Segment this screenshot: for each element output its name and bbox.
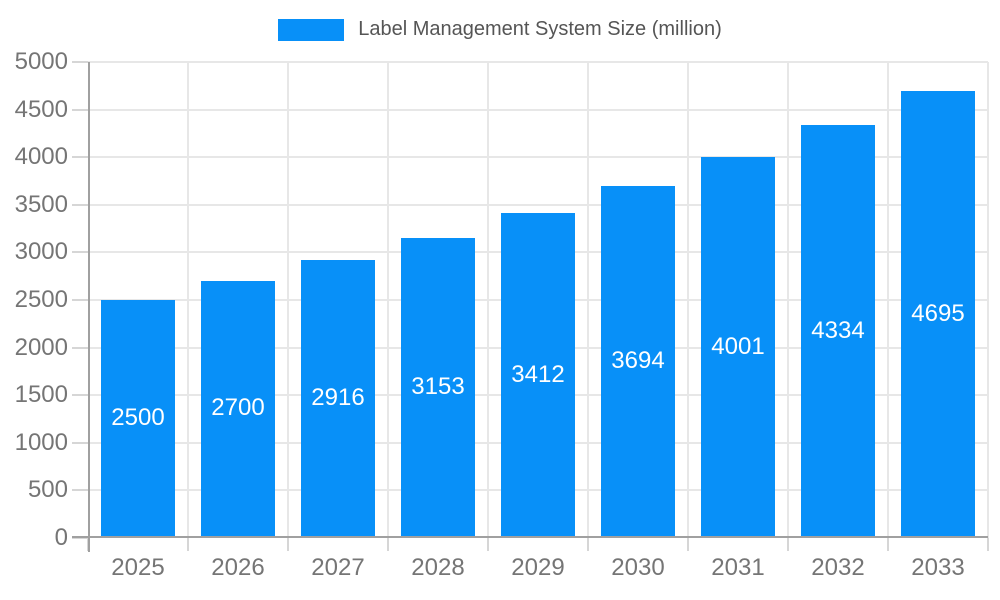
x-axis-tick-label: 2030: [611, 554, 665, 581]
x-axis-tick-label: 2029: [511, 554, 565, 581]
x-axis-tick: [187, 538, 189, 551]
bar-value-label: 2916: [311, 384, 365, 412]
bar-2025[interactable]: 2500: [101, 300, 175, 536]
legend-swatch: [278, 18, 345, 41]
bar-2026[interactable]: 2700: [201, 280, 275, 536]
bar-value-label: 3694: [611, 347, 665, 375]
bar-value-label: 3412: [511, 360, 565, 388]
y-axis-tick-label: 3000: [14, 238, 68, 266]
x-axis-tick: [287, 538, 289, 551]
y-axis-tick: [72, 299, 88, 301]
v-gridline: [687, 62, 689, 538]
x-axis-tick: [487, 538, 489, 551]
bar-2031[interactable]: 4001: [701, 157, 775, 536]
y-axis-tick: [72, 108, 88, 111]
y-axis-tick: [72, 156, 88, 159]
x-axis-tick: [387, 538, 389, 551]
y-axis-tick: [72, 61, 88, 63]
y-axis-tick-label: 1000: [14, 428, 68, 456]
v-gridline: [587, 62, 589, 538]
x-axis-tick-label: 2032: [811, 554, 865, 581]
y-axis-tick: [72, 251, 88, 254]
v-gridline: [787, 62, 789, 538]
bar-2032[interactable]: 4334: [801, 125, 875, 536]
bar-2033[interactable]: 4695: [901, 91, 975, 536]
bar-2030[interactable]: 3694: [601, 186, 675, 536]
h-gridline: [88, 156, 988, 159]
x-axis-tick-label: 2031: [711, 554, 765, 581]
x-axis-tick: [887, 538, 889, 551]
v-gridline: [987, 62, 989, 538]
x-axis-tick: [787, 538, 789, 551]
x-axis-tick: [587, 538, 589, 551]
bar-2029[interactable]: 3412: [501, 213, 575, 536]
v-gridline: [187, 62, 189, 538]
h-gridline: [88, 61, 988, 63]
x-axis-labels: 2025 2026 2027 2028 2029 2030 2031 2032 2033: [88, 556, 988, 586]
bar-value-label: 4695: [911, 299, 965, 327]
bar-2027[interactable]: 2916: [301, 260, 375, 536]
y-axis-tick: [72, 537, 88, 539]
x-axis-line: [72, 536, 988, 538]
v-gridline: [287, 62, 289, 538]
x-axis-tick: [687, 538, 689, 551]
v-gridline: [887, 62, 889, 538]
legend-label: Label Management System Size (million): [358, 18, 722, 40]
y-axis-labels: 0 500 1000 1500 2000 2500 3000 3500 4000 4500 5000: [0, 50, 68, 550]
y-axis-tick-label: 5000: [14, 48, 68, 75]
y-axis-tick: [72, 203, 88, 206]
y-axis-tick: [72, 394, 88, 397]
bar-value-label: 4001: [711, 332, 765, 360]
y-axis-line: [88, 62, 90, 552]
x-axis-tick-label: 2033: [911, 554, 965, 581]
h-gridline: [88, 108, 988, 111]
y-axis-tick-label: 2000: [14, 333, 68, 361]
x-axis-tick: [987, 538, 989, 551]
y-axis-tick: [72, 441, 88, 444]
y-axis-tick-label: 4000: [14, 143, 68, 171]
x-axis-tick-label: 2026: [211, 554, 265, 581]
bar-value-label: 3153: [411, 372, 465, 400]
bar-value-label: 2500: [111, 404, 165, 431]
legend[interactable]: Label Management System Size (million): [0, 18, 1000, 41]
y-axis-tick-label: 500: [27, 476, 68, 504]
y-axis-tick-label: 4500: [14, 95, 68, 123]
y-axis-tick-label: 1500: [14, 381, 68, 409]
y-axis-tick-label: 3500: [14, 190, 68, 218]
h-gridline: [88, 203, 988, 206]
y-axis-tick: [72, 489, 88, 492]
y-axis-tick-label: 0: [54, 524, 68, 551]
v-gridline: [487, 62, 489, 538]
x-axis-tick-label: 2028: [411, 554, 465, 581]
bar-value-label: 2700: [211, 394, 265, 422]
x-axis-tick-label: 2025: [111, 554, 165, 581]
x-axis-tick-label: 2027: [311, 554, 365, 581]
y-axis-tick-label: 2500: [14, 286, 68, 313]
plot-area: 2500 2700 2916 3153 3412 3694 4001 4334 4695: [72, 61, 989, 552]
y-axis-tick: [72, 346, 88, 349]
bar-value-label: 4334: [811, 316, 865, 344]
bar-2028[interactable]: 3153: [401, 237, 475, 536]
v-gridline: [387, 62, 389, 538]
